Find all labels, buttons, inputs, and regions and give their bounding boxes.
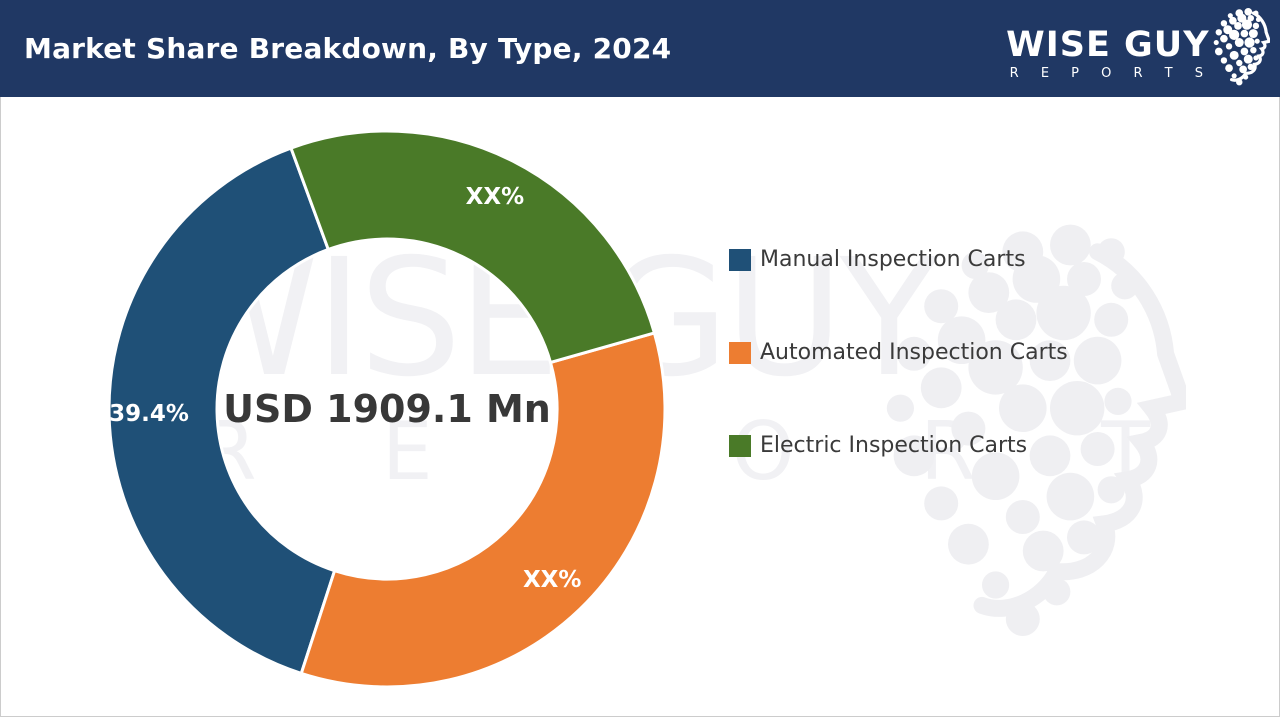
donut-slice-electric-inspection-carts (289, 129, 656, 364)
legend: Manual Inspection Carts Automated Inspect… (729, 247, 1068, 458)
slice-pct-label-manual-inspection-carts: 39.4% (109, 400, 189, 427)
slice-pct-label-electric-inspection-carts: XX% (465, 183, 525, 210)
wiseguy-logo: WISE GUY R E P O R T S (1004, 4, 1270, 90)
legend-label-automated-inspection-carts: Automated Inspection Carts (760, 340, 1068, 365)
legend-item-manual-inspection-carts: Manual Inspection Carts (729, 247, 1068, 272)
donut-svg (107, 129, 667, 689)
logo-wordmark: WISE GUY (1006, 24, 1210, 65)
donut-chart: USD 1909.1 Mn 39.4% XX% XX% (107, 129, 667, 689)
legend-item-electric-inspection-carts: Electric Inspection Carts (729, 433, 1068, 458)
legend-swatch-automated-inspection-carts (729, 341, 751, 364)
slice-pct-label-automated-inspection-carts: XX% (522, 567, 582, 594)
chart-canvas: WISE GUY R E P O R T S USD 1909.1 Mn 39.… (0, 97, 1280, 717)
page-title: Market Share Breakdown, By Type, 2024 (24, 32, 672, 65)
center-value-label: USD 1909.1 Mn (223, 387, 551, 431)
donut-slice-manual-inspection-carts (107, 146, 337, 675)
legend-label-electric-inspection-carts: Electric Inspection Carts (760, 433, 1028, 458)
header-bar: Market Share Breakdown, By Type, 2024 WI… (0, 0, 1280, 97)
legend-label-manual-inspection-carts: Manual Inspection Carts (760, 247, 1026, 272)
donut-slice-automated-inspection-carts (299, 331, 667, 689)
wiseguy-face-logo-icon (1206, 4, 1270, 90)
legend-swatch-manual-inspection-carts (729, 248, 751, 271)
legend-swatch-electric-inspection-carts (729, 434, 751, 457)
logo-tagline: R E P O R T S (1009, 65, 1212, 81)
legend-item-automated-inspection-carts: Automated Inspection Carts (729, 340, 1068, 365)
